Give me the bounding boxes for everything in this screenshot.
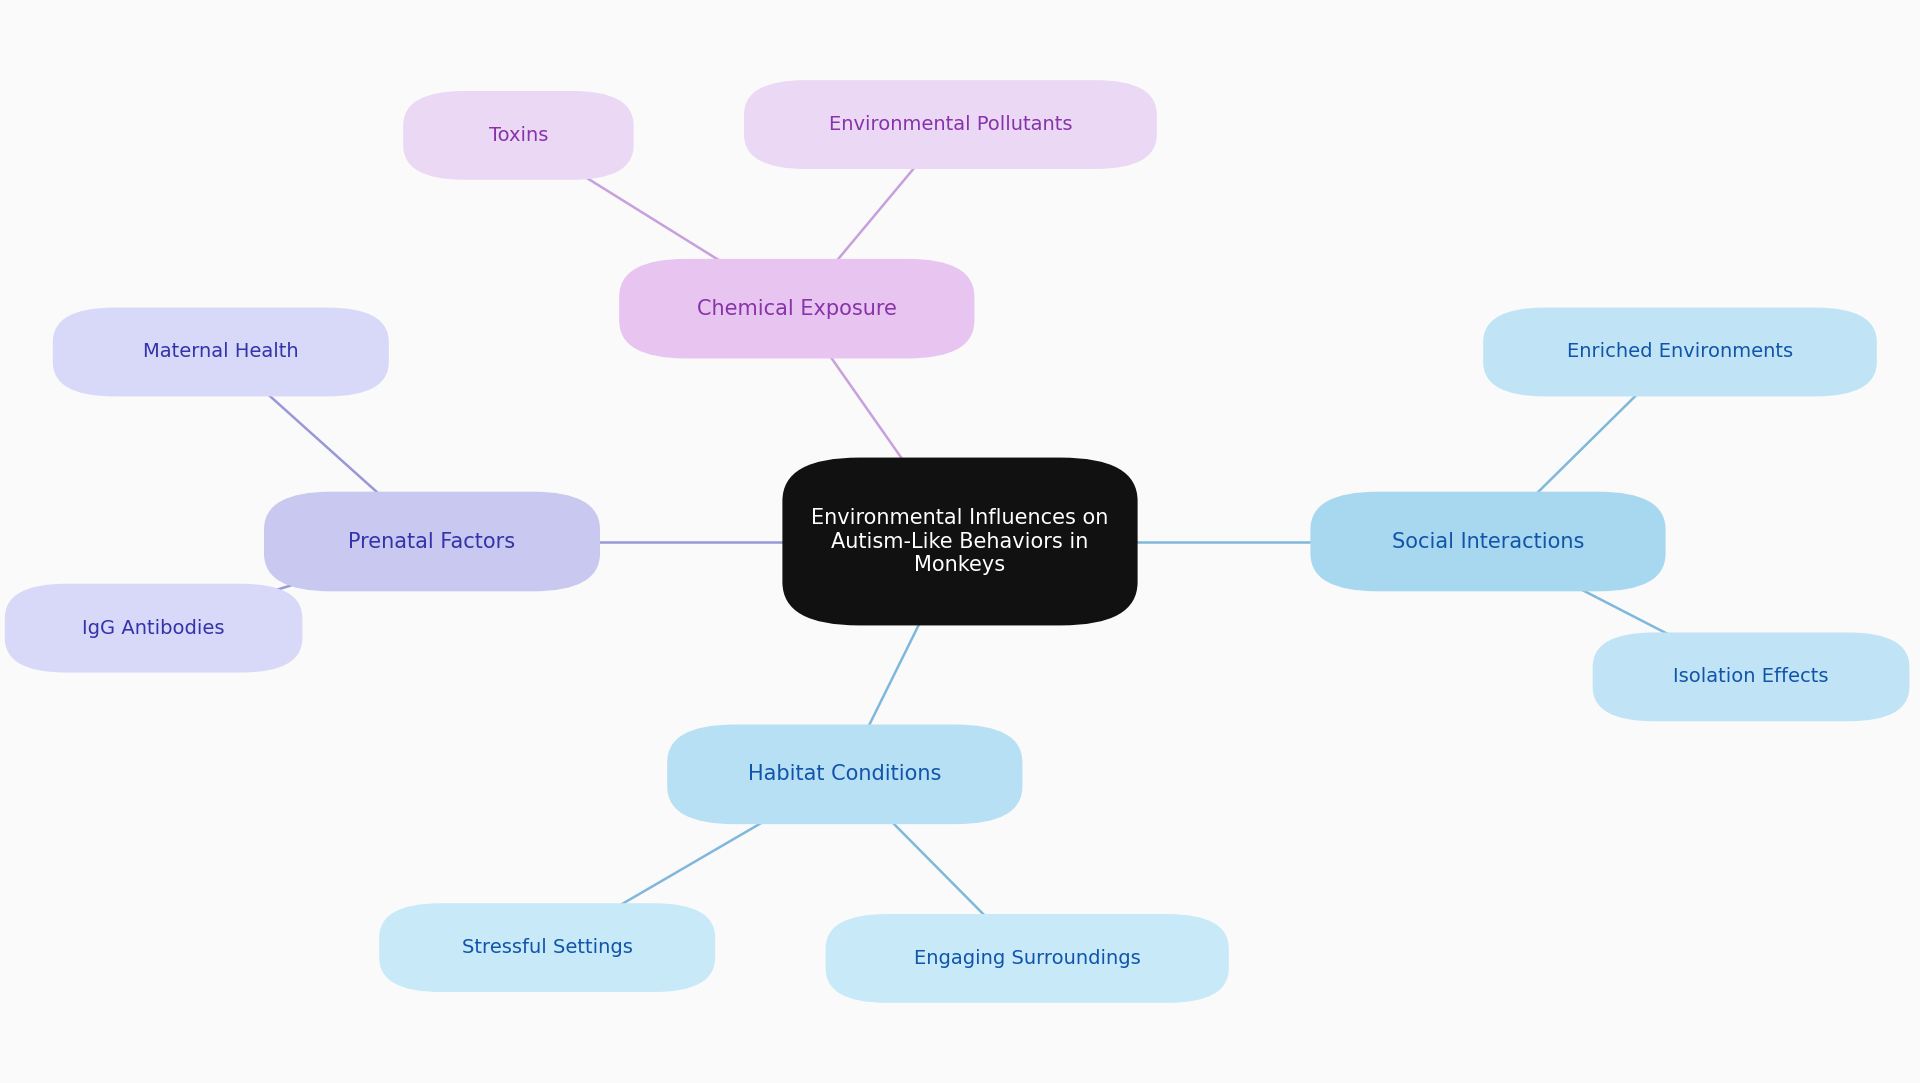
FancyBboxPatch shape xyxy=(1482,308,1876,396)
FancyBboxPatch shape xyxy=(6,584,301,673)
Text: Toxins: Toxins xyxy=(490,126,547,145)
FancyBboxPatch shape xyxy=(826,914,1229,1003)
FancyBboxPatch shape xyxy=(1309,492,1665,591)
Text: Social Interactions: Social Interactions xyxy=(1392,532,1584,551)
FancyBboxPatch shape xyxy=(403,91,634,180)
FancyBboxPatch shape xyxy=(265,492,599,591)
Text: Engaging Surroundings: Engaging Surroundings xyxy=(914,949,1140,968)
FancyBboxPatch shape xyxy=(745,80,1156,169)
FancyBboxPatch shape xyxy=(54,308,388,396)
Text: Chemical Exposure: Chemical Exposure xyxy=(697,299,897,318)
FancyBboxPatch shape xyxy=(668,725,1021,824)
Text: Isolation Effects: Isolation Effects xyxy=(1674,667,1828,687)
Text: Habitat Conditions: Habitat Conditions xyxy=(749,765,941,784)
FancyBboxPatch shape xyxy=(378,903,714,992)
Text: Stressful Settings: Stressful Settings xyxy=(463,938,632,957)
Text: Environmental Influences on
Autism-Like Behaviors in
Monkeys: Environmental Influences on Autism-Like … xyxy=(812,508,1108,575)
Text: Maternal Health: Maternal Health xyxy=(142,342,300,362)
Text: Prenatal Factors: Prenatal Factors xyxy=(348,532,516,551)
Text: IgG Antibodies: IgG Antibodies xyxy=(83,618,225,638)
FancyBboxPatch shape xyxy=(618,259,975,358)
FancyBboxPatch shape xyxy=(1594,632,1908,721)
Text: Enriched Environments: Enriched Environments xyxy=(1567,342,1793,362)
FancyBboxPatch shape xyxy=(783,457,1137,626)
Text: Environmental Pollutants: Environmental Pollutants xyxy=(829,115,1071,134)
